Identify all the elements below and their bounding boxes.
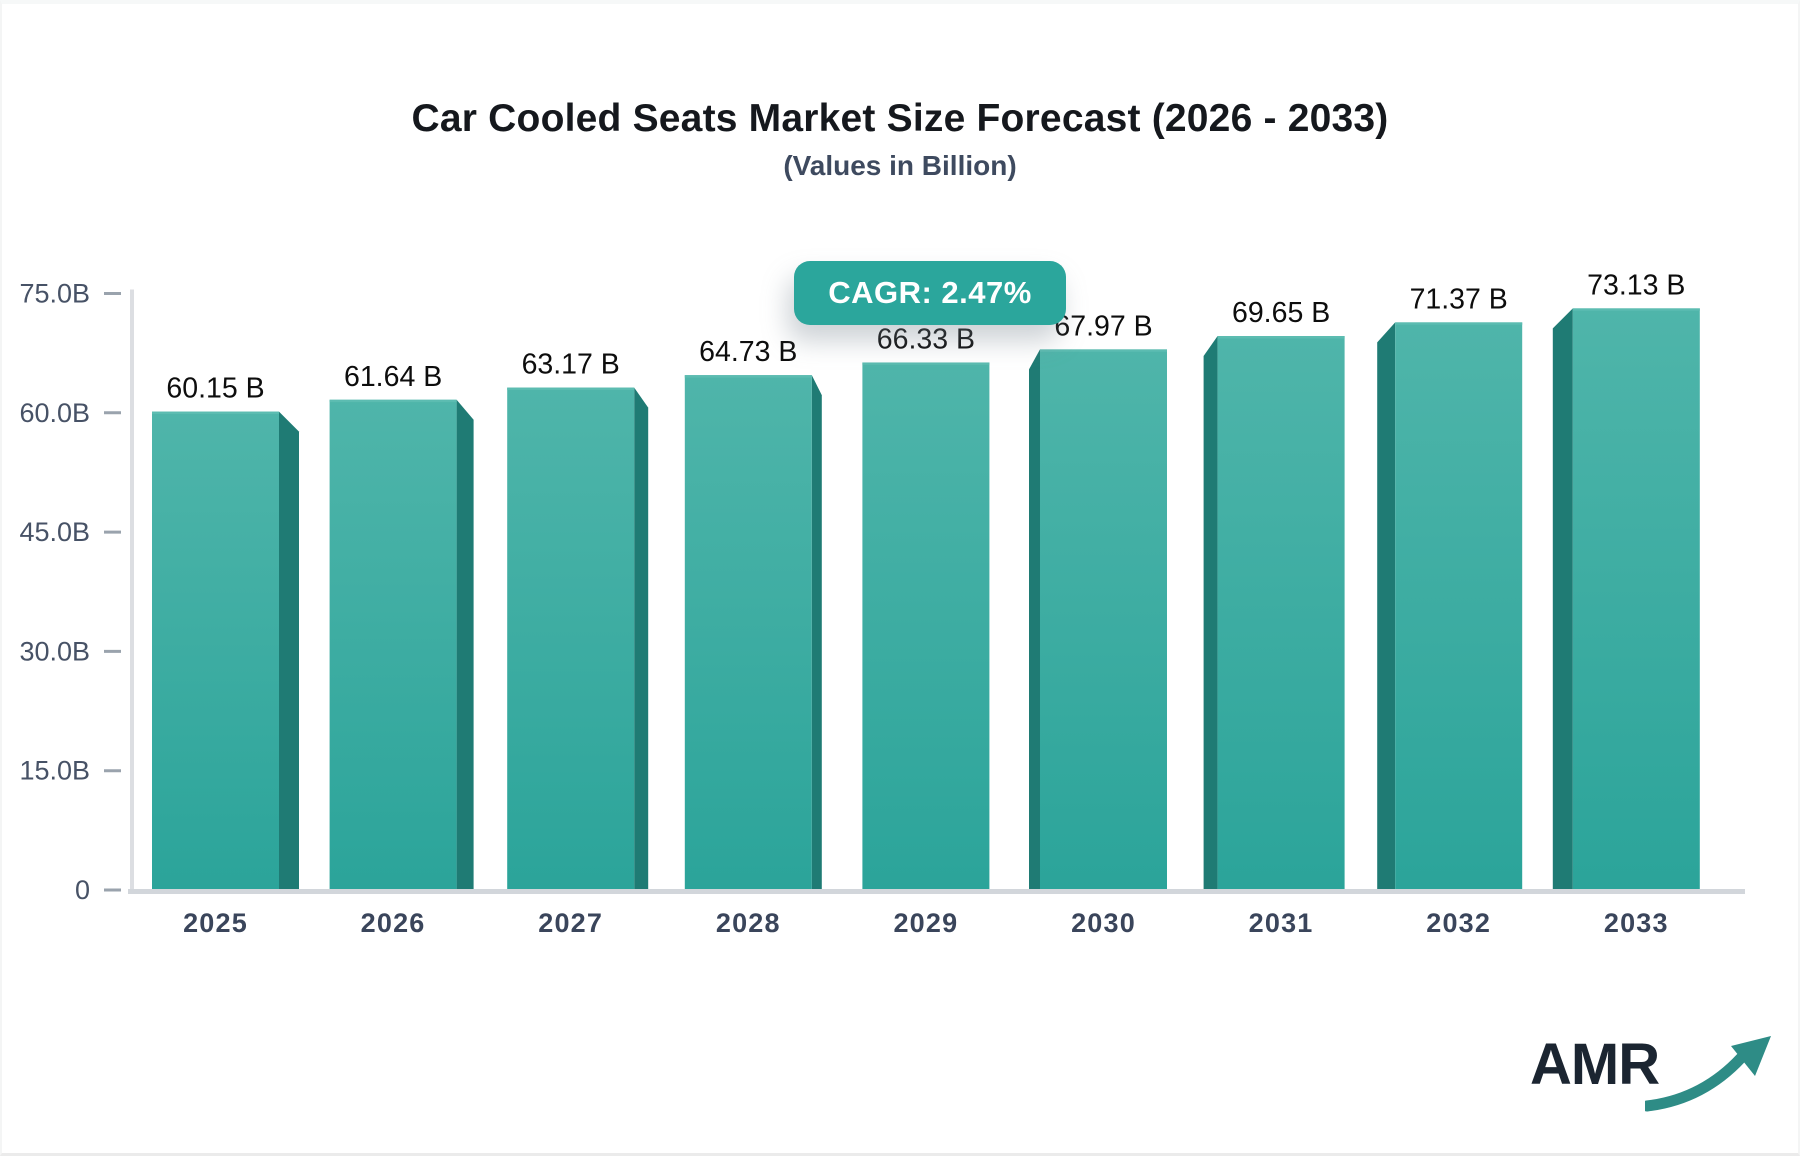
x-axis-label: 2032 [1426, 908, 1491, 938]
chart-title: Car Cooled Seats Market Size Forecast (2… [411, 97, 1389, 140]
bar-value-label: 73.13 B [1587, 269, 1685, 301]
x-axis-label: 2025 [183, 908, 248, 938]
y-axis-label: 30.0B [19, 636, 90, 666]
bar [1572, 308, 1700, 890]
x-axis-label: 2026 [361, 908, 426, 938]
bar [152, 411, 279, 890]
x-axis-label: 2033 [1604, 908, 1669, 938]
bar-value-label: 67.97 B [1054, 310, 1152, 342]
bar-value-label: 64.73 B [699, 336, 797, 368]
y-axis-label: 15.0B [19, 756, 90, 786]
x-axis-label: 2027 [538, 908, 603, 938]
x-axis-label: 2030 [1071, 908, 1136, 938]
y-axis-label: 45.0B [19, 517, 90, 547]
bar-side [811, 375, 822, 890]
bar-value-label: 69.65 B [1232, 297, 1330, 329]
cagr-badge: CAGR: 2.47% [794, 261, 1066, 325]
y-axis-label: 75.0B [19, 279, 90, 309]
y-axis-label: 60.0B [19, 398, 90, 428]
bar-side [1203, 336, 1218, 891]
x-axis-label: 2031 [1249, 908, 1314, 938]
amr-logo: AMR [1530, 1036, 1775, 1114]
bar-value-label: 60.15 B [166, 373, 264, 405]
bar-side [456, 399, 474, 890]
bar [507, 387, 635, 890]
bar-side [1029, 349, 1040, 890]
bar-side [279, 411, 299, 890]
bar-value-label: 63.17 B [522, 349, 620, 381]
chart-subtitle: (Values in Billion) [783, 150, 1017, 181]
bar-side [634, 387, 649, 890]
bar [862, 362, 990, 890]
logo-text: AMR [1530, 1032, 1660, 1097]
x-axis-label: 2029 [893, 908, 958, 938]
bar [1040, 349, 1167, 890]
bar-chart: 60.15 B 2025 61.64 B 2026 63.17 B 2027 64.73 B… [19, 269, 1745, 938]
bar [1217, 336, 1345, 891]
bar-side [1552, 308, 1573, 890]
x-axis-label: 2028 [716, 908, 781, 938]
logo-arrow-icon [1645, 1036, 1772, 1112]
bar [1395, 322, 1523, 890]
y-axis-label: 0 [75, 875, 90, 905]
cagr-badge-label: CAGR: 2.47% [828, 275, 1032, 310]
bar [684, 375, 812, 890]
bar-side [1377, 322, 1396, 890]
bar-value-label: 71.37 B [1410, 283, 1508, 315]
bar [329, 399, 457, 890]
bar-value-label: 61.64 B [344, 361, 442, 393]
bar-value-label: 66.33 B [877, 323, 975, 355]
chart-header: Car Cooled Seats Market Size Forecast (2… [2, 96, 1798, 182]
